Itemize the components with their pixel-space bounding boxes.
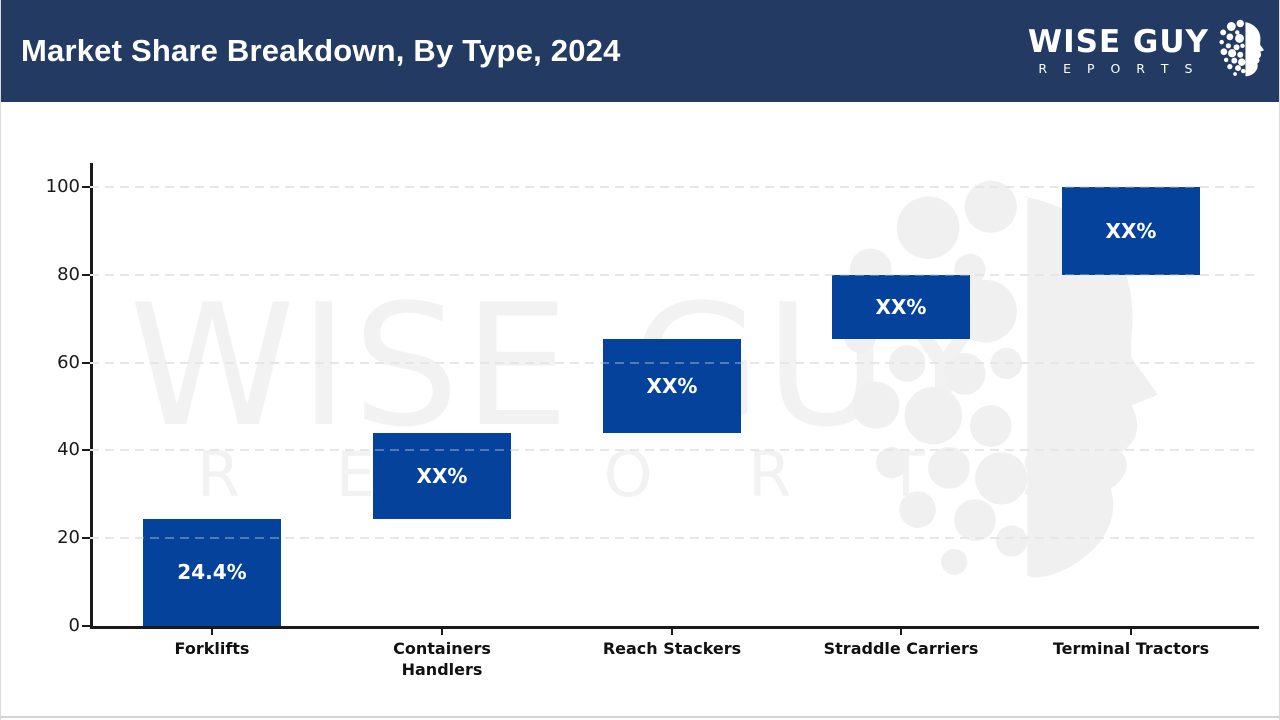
- category-label: Terminal Tractors: [1052, 639, 1210, 658]
- y-tick-label: 80: [57, 263, 80, 285]
- y-tick-label: 60: [57, 351, 80, 373]
- gridline-overlay: [90, 361, 1259, 364]
- y-tick-mark: [82, 625, 90, 627]
- bar: 24.4%: [143, 518, 281, 626]
- gridline-overlay: [90, 186, 1259, 188]
- y-tick-label: 40: [57, 439, 80, 461]
- gridline-overlay: [90, 449, 1259, 452]
- category-label: Containers Handlers: [393, 639, 491, 680]
- x-tick-mark: [671, 628, 673, 635]
- y-tick-label: 20: [57, 527, 80, 549]
- gridline: [90, 537, 1259, 540]
- gridline: [90, 186, 1259, 188]
- gridline-overlay: [90, 537, 1259, 540]
- bar: XX%: [603, 339, 741, 433]
- x-tick-mark: [211, 628, 213, 635]
- bar-value-label: 24.4%: [177, 560, 247, 585]
- y-tick-mark: [82, 361, 90, 364]
- y-tick-label: 0: [68, 615, 80, 636]
- x-tick-mark: [900, 628, 902, 635]
- bottom-border-line: [1, 716, 1279, 718]
- x-tick-mark: [441, 628, 443, 635]
- bar: XX%: [1062, 187, 1200, 275]
- category-label: Straddle Carriers: [823, 639, 979, 658]
- wise-guy-logo: WISE GUY R E P O R T S: [1028, 13, 1267, 89]
- bar: XX%: [832, 274, 970, 340]
- bar-value-label: XX%: [646, 374, 698, 399]
- category-label: Forklifts: [174, 639, 250, 658]
- y-tick-mark: [82, 449, 90, 452]
- x-axis-line: [90, 626, 1259, 629]
- x-tick-mark: [1130, 628, 1132, 635]
- logo-subtitle: R E P O R T S: [1038, 60, 1199, 76]
- bar: XX%: [373, 432, 511, 519]
- bar-value-label: XX%: [875, 295, 927, 320]
- head-profile-icon: [1219, 19, 1265, 77]
- y-axis-line: [90, 163, 93, 628]
- header: Market Share Breakdown, By Type, 2024 WI…: [1, 0, 1279, 102]
- page-title: Market Share Breakdown, By Type, 2024: [21, 33, 621, 68]
- y-tick-label: 100: [45, 176, 80, 197]
- y-tick-mark: [82, 273, 90, 276]
- bar-value-label: XX%: [1105, 218, 1157, 243]
- y-tick-mark: [82, 186, 90, 188]
- gridline: [90, 449, 1259, 452]
- logo-text: WISE GUY R E P O R T S: [1027, 23, 1209, 76]
- category-label: Reach Stackers: [602, 639, 742, 658]
- y-tick-mark: [82, 537, 90, 540]
- gridline: [90, 273, 1259, 276]
- gridline-overlay: [90, 273, 1259, 276]
- bar-value-label: XX%: [416, 463, 468, 488]
- logo-wordmark: WISE GUY: [1027, 23, 1209, 60]
